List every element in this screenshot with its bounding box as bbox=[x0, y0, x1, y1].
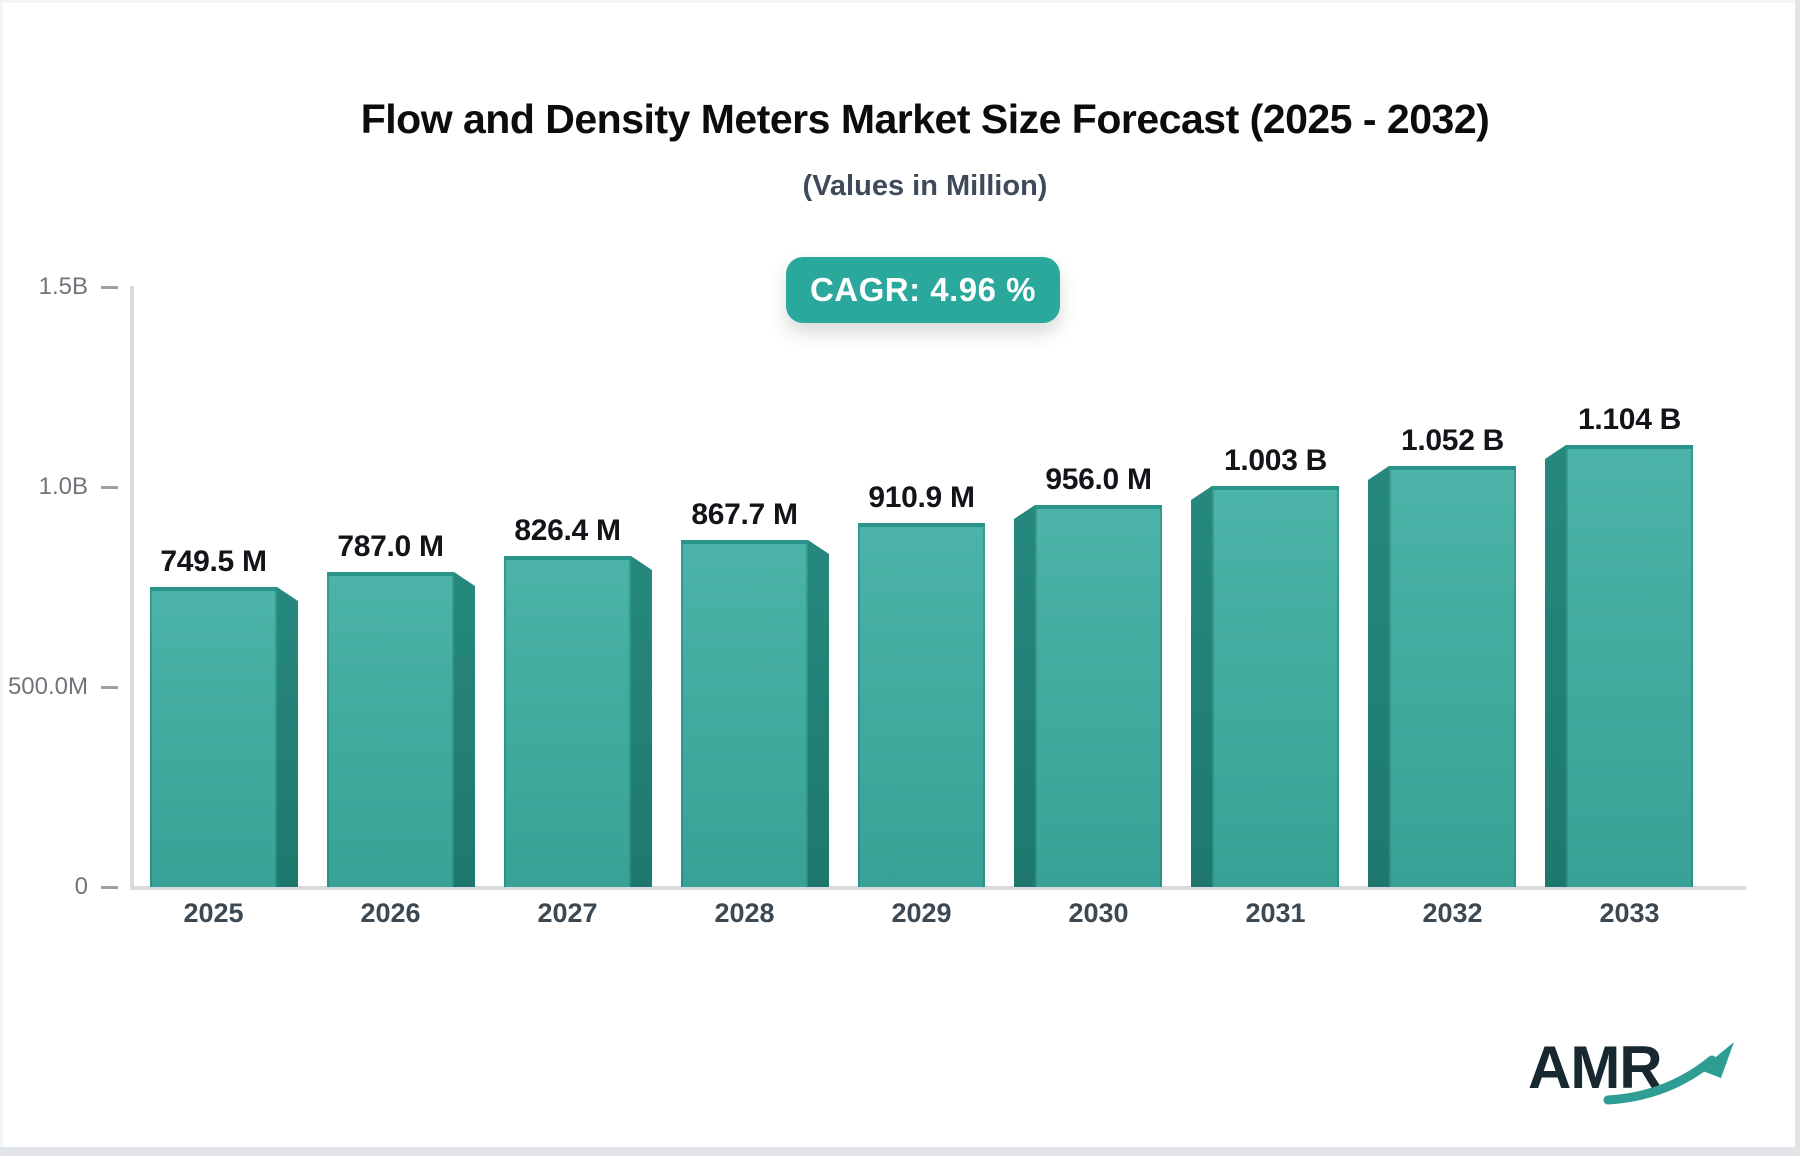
bar-face bbox=[327, 572, 454, 887]
bar-2033[interactable] bbox=[1545, 445, 1693, 887]
bar-face bbox=[150, 587, 277, 887]
bar-3d-side bbox=[808, 540, 829, 887]
bar-2032[interactable] bbox=[1368, 466, 1516, 887]
cagr-badge-label: CAGR: 4.96 % bbox=[809, 271, 1037, 308]
brand-logo: AMR bbox=[1528, 1034, 1734, 1110]
y-axis-label: 1.5B bbox=[38, 273, 88, 300]
y-axis-label: 0 bbox=[74, 873, 88, 900]
bar-3d-side bbox=[1368, 466, 1389, 887]
growth-arrow-icon bbox=[1603, 1042, 1734, 1105]
bar-2026[interactable] bbox=[327, 572, 475, 887]
bar-value-label: 910.9 M bbox=[868, 481, 975, 514]
y-axis-tick bbox=[101, 486, 118, 489]
bar-face bbox=[858, 523, 985, 887]
bar-2031[interactable] bbox=[1191, 486, 1339, 887]
y-axis-label: 500.0M bbox=[7, 673, 88, 700]
bar-value-label: 1.104 B bbox=[1578, 403, 1681, 436]
bar-face bbox=[681, 540, 808, 887]
chart-title: Flow and Density Meters Market Size Fore… bbox=[360, 96, 1490, 142]
bar-2028[interactable] bbox=[681, 540, 829, 887]
x-axis-label-2033: 2033 bbox=[1599, 898, 1660, 928]
x-axis-label-2027: 2027 bbox=[537, 898, 598, 928]
bar-value-label: 749.5 M bbox=[160, 545, 267, 578]
y-axis-label: 1.0B bbox=[38, 473, 88, 500]
bar-2030[interactable] bbox=[1014, 505, 1162, 887]
bar-2027[interactable] bbox=[504, 556, 652, 887]
x-axis-label-2025: 2025 bbox=[183, 898, 244, 928]
y-axis-tick bbox=[101, 886, 118, 889]
bar-value-label: 956.0 M bbox=[1045, 463, 1152, 496]
bar-face bbox=[1389, 466, 1516, 887]
bar-2029[interactable] bbox=[858, 523, 985, 887]
x-axis-label-2029: 2029 bbox=[891, 898, 952, 928]
bar-face bbox=[1566, 445, 1693, 887]
bar-value-label: 1.052 B bbox=[1401, 424, 1504, 457]
y-axis-line bbox=[130, 286, 134, 889]
bar-value-label: 1.003 B bbox=[1224, 444, 1327, 477]
x-axis-label-2032: 2032 bbox=[1422, 898, 1483, 928]
y-axis-tick bbox=[101, 686, 118, 689]
brand-logo-text: AMR bbox=[1528, 1034, 1663, 1101]
x-axis-baseline bbox=[130, 886, 1746, 890]
bar-3d-side bbox=[1545, 445, 1566, 887]
x-axis-label-2031: 2031 bbox=[1245, 898, 1306, 928]
x-axis-label-2030: 2030 bbox=[1068, 898, 1129, 928]
bar-face bbox=[1035, 505, 1162, 887]
bar-face bbox=[1212, 486, 1339, 887]
bar-3d-side bbox=[1191, 486, 1212, 887]
bar-value-label: 867.7 M bbox=[691, 498, 798, 531]
bar-value-label: 787.0 M bbox=[337, 530, 444, 563]
chart-subtitle: (Values in Million) bbox=[802, 170, 1048, 202]
y-axis-tick bbox=[101, 286, 118, 289]
bar-3d-side bbox=[454, 572, 475, 887]
bar-3d-side bbox=[277, 587, 298, 887]
cagr-badge: CAGR: 4.96 % bbox=[786, 257, 1060, 323]
bar-2025[interactable] bbox=[150, 587, 298, 887]
x-axis-label-2026: 2026 bbox=[360, 898, 421, 928]
bar-value-label: 826.4 M bbox=[514, 514, 621, 547]
x-axis-label-2028: 2028 bbox=[714, 898, 775, 928]
bar-face bbox=[504, 556, 631, 887]
bar-3d-side bbox=[631, 556, 652, 887]
bar-3d-side bbox=[1014, 505, 1035, 887]
